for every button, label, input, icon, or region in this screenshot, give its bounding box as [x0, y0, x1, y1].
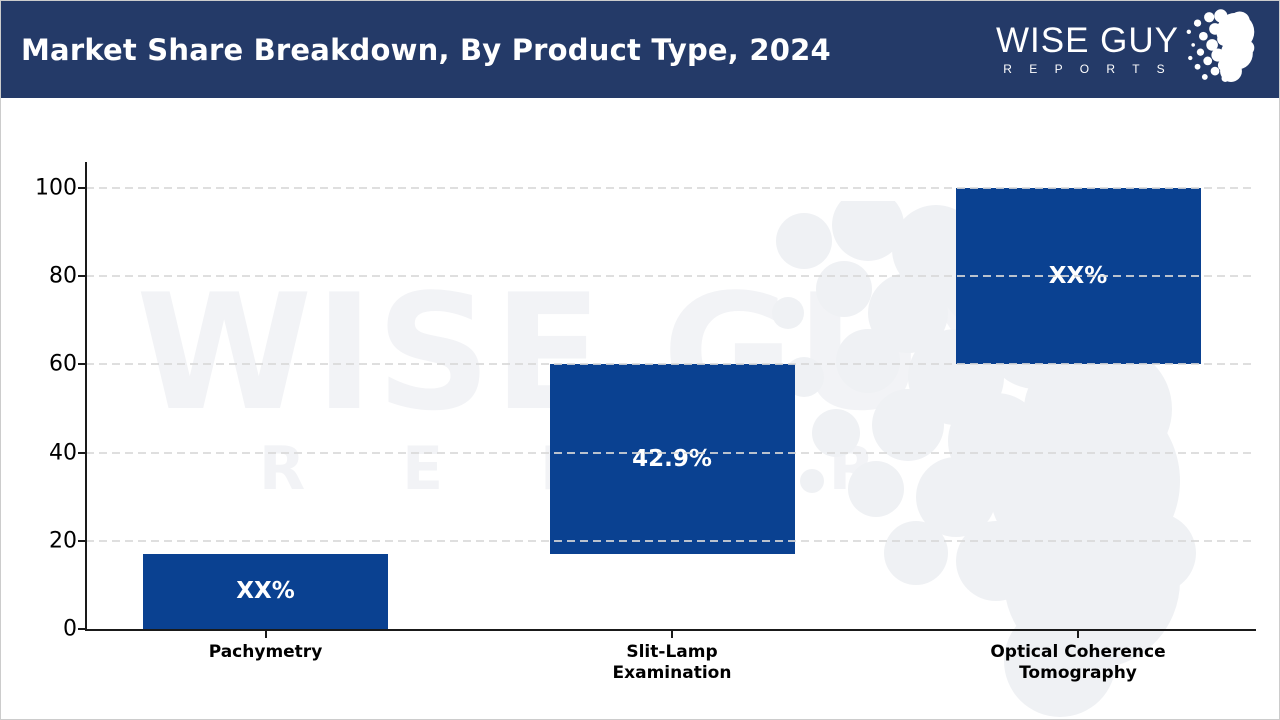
y-tick-mark — [78, 363, 85, 366]
x-tick-label: Optical Coherence Tomography — [990, 642, 1166, 684]
gridline — [86, 539, 1256, 542]
chart-title: Market Share Breakdown, By Product Type,… — [21, 32, 831, 67]
y-tick-label: 40 — [49, 440, 77, 466]
x-tick-mark — [264, 631, 267, 638]
gridline — [86, 187, 1256, 189]
x-tick-label: Pachymetry — [208, 642, 323, 662]
brand-face-icon — [1186, 8, 1255, 82]
bar — [143, 553, 388, 629]
y-tick-mark — [78, 628, 85, 630]
x-tick-mark — [671, 631, 673, 638]
brand-logo: WISE GUY R E P O R T S — [995, 8, 1263, 91]
x-tick-mark — [1077, 631, 1079, 638]
bar-value-label: 42.9% — [632, 445, 712, 472]
x-axis-line — [85, 629, 1256, 631]
y-tick-label: 100 — [35, 175, 77, 201]
brand-subname: R E P O R T S — [1003, 61, 1172, 76]
gridline — [86, 275, 1256, 278]
y-tick-mark — [78, 451, 85, 454]
gridline — [86, 451, 1256, 454]
y-tick-label: 60 — [49, 351, 77, 377]
y-tick-mark — [78, 187, 85, 189]
bar — [549, 364, 795, 554]
y-tick-label: 80 — [49, 263, 77, 289]
y-axis-line — [85, 161, 87, 631]
bar-value-label: XX% — [236, 578, 295, 605]
y-tick-mark — [78, 275, 85, 278]
brand-logo-text: WISE GUY R E P O R T S — [995, 21, 1179, 76]
header: Market Share Breakdown, By Product Type,… — [1, 1, 1279, 98]
y-tick-mark — [78, 539, 85, 542]
gridline — [86, 363, 1256, 366]
y-tick-label: 20 — [49, 528, 77, 554]
brand-name: WISE GUY — [995, 21, 1179, 61]
x-tick-label: Slit-Lamp Examination — [612, 642, 732, 684]
y-tick-label: 0 — [63, 616, 77, 642]
